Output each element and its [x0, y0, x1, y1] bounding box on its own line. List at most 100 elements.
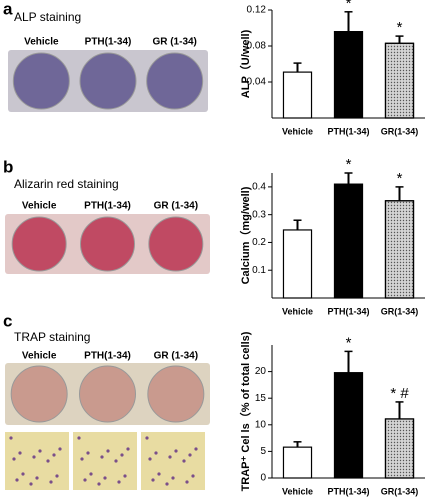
well-label: PTH(1-34) [84, 201, 131, 212]
annotation: * # [390, 385, 409, 402]
cell [55, 474, 59, 478]
cell [18, 451, 22, 455]
cell [114, 459, 118, 463]
x-tick-label: GR(1-34) [381, 306, 419, 316]
cell [32, 455, 36, 459]
cell [46, 459, 50, 463]
cell [154, 451, 158, 455]
y-tick-label: 0.2 [252, 237, 266, 248]
annotation: * [397, 170, 403, 187]
y-tick-label: 0.4 [252, 182, 266, 193]
cell [21, 472, 25, 476]
y-tick-label: 0 [260, 473, 266, 484]
cell [168, 455, 172, 459]
well [80, 216, 135, 272]
cell [29, 482, 33, 486]
panel-letter: b [3, 157, 13, 176]
bar [282, 229, 313, 299]
cell [123, 474, 127, 478]
bar [282, 446, 313, 479]
cell [49, 480, 53, 484]
annotation: * [346, 156, 352, 173]
cell [191, 474, 195, 478]
cell [171, 476, 175, 480]
well [12, 52, 70, 110]
well-label: GR (1-34) [154, 201, 198, 212]
cell [188, 453, 192, 457]
cell [15, 478, 19, 482]
cell [80, 457, 84, 461]
well-label: Vehicle [22, 351, 57, 362]
y-axis-label: ALP（U/well) [239, 29, 252, 98]
well-label: PTH(1-34) [85, 37, 132, 48]
micrograph [73, 432, 137, 490]
y-tick-label: 0.04 [247, 77, 267, 88]
panel-letter: c [3, 311, 12, 330]
micrograph [141, 432, 205, 490]
well [147, 365, 205, 423]
panel-title: TRAP staining [14, 330, 90, 344]
annotation: * [346, 0, 352, 12]
well-label: GR (1-34) [154, 351, 198, 362]
bar-hatch [384, 200, 415, 299]
well [148, 216, 204, 272]
well [79, 52, 137, 110]
well-label: PTH(1-34) [84, 351, 131, 362]
cell [174, 449, 178, 453]
cell [106, 449, 110, 453]
cell [120, 453, 124, 457]
well-label: GR (1-34) [152, 37, 196, 48]
cell [126, 447, 130, 451]
y-tick-label: 10 [255, 419, 267, 430]
cell [83, 478, 87, 482]
cell [194, 447, 198, 451]
cell [182, 459, 186, 463]
cell [58, 447, 62, 451]
well [79, 365, 136, 423]
bar [333, 183, 364, 299]
y-axis-label: TRAP⁺ Cel ls（% of total cells) [239, 331, 252, 491]
cell [86, 451, 90, 455]
well [146, 52, 204, 110]
panel-letter: a [3, 0, 13, 18]
annotation: * [346, 334, 352, 351]
annotation: * [397, 19, 403, 36]
well-label: Vehicle [22, 201, 57, 212]
cell [12, 457, 16, 461]
cell [89, 472, 93, 476]
micrograph [5, 432, 69, 490]
x-tick-label: PTH(1-34) [327, 486, 369, 496]
y-tick-label: 5 [260, 446, 266, 457]
x-tick-label: GR(1-34) [381, 486, 419, 496]
y-tick-label: 0.1 [252, 265, 266, 276]
y-axis-label: Calcium（mg/well) [239, 186, 252, 284]
panel-title: Alizarin red staining [14, 177, 119, 191]
bar-hatch [384, 418, 415, 479]
well [10, 365, 68, 423]
cell [9, 436, 13, 440]
cell [52, 453, 56, 457]
bar [333, 372, 364, 479]
y-tick-label: 0.08 [247, 41, 267, 52]
x-tick-label: Vehicle [282, 126, 313, 136]
y-tick-label: 0.3 [252, 209, 266, 220]
cell [157, 472, 161, 476]
x-tick-label: Vehicle [282, 306, 313, 316]
cell [148, 457, 152, 461]
cell [97, 482, 101, 486]
y-tick-label: 20 [255, 366, 267, 377]
x-tick-label: Vehicle [282, 486, 313, 496]
y-tick-label: 0.12 [247, 5, 267, 16]
x-tick-label: PTH(1-34) [327, 126, 369, 136]
cell [145, 436, 149, 440]
cell [103, 476, 107, 480]
cell [35, 476, 39, 480]
x-tick-label: PTH(1-34) [327, 306, 369, 316]
cell [185, 480, 189, 484]
cell [38, 449, 42, 453]
well-label: Vehicle [24, 37, 59, 48]
cell [100, 455, 104, 459]
bar [333, 31, 364, 119]
x-tick-label: GR(1-34) [381, 126, 419, 136]
